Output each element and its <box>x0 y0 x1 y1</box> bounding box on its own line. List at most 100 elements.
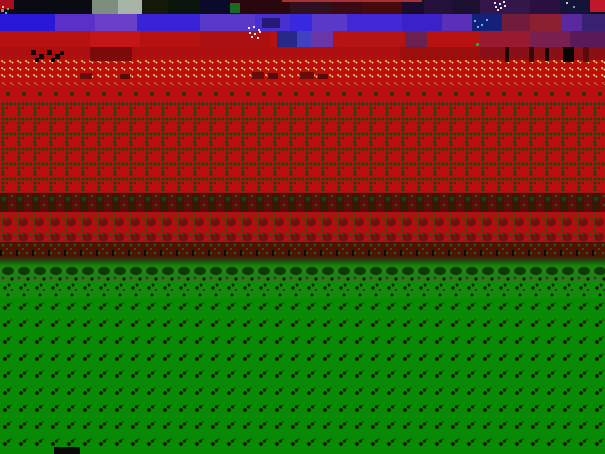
speckle <box>494 2 496 4</box>
noise-block <box>563 47 574 62</box>
speckle <box>486 19 488 21</box>
noise-block <box>340 31 402 47</box>
noise-block <box>95 14 137 31</box>
speckle <box>254 33 256 35</box>
noise-block <box>442 14 472 31</box>
speckle <box>504 5 506 7</box>
noise-block <box>54 447 80 454</box>
noise-block <box>290 0 332 14</box>
noise-block <box>402 0 424 14</box>
speckle <box>248 27 250 29</box>
noise-block <box>200 31 270 47</box>
speckle <box>2 6 4 8</box>
noise-block <box>570 31 605 47</box>
speckle <box>499 3 501 5</box>
yellow-dot-rows <box>0 59 605 80</box>
noise-block <box>362 0 402 14</box>
speckle <box>474 20 476 22</box>
speckle <box>503 1 505 3</box>
noise-block <box>80 73 92 79</box>
noise-block <box>282 0 422 2</box>
noise-block <box>347 14 402 31</box>
noise-block <box>480 0 530 14</box>
noise-block <box>90 31 140 47</box>
noise-block <box>480 31 530 47</box>
noise-block <box>590 0 605 12</box>
noise-block <box>560 0 590 14</box>
noise-block <box>505 47 509 62</box>
noise-block <box>0 14 55 31</box>
speckle <box>573 6 575 8</box>
noise-block <box>311 31 333 47</box>
noise-block <box>137 14 200 31</box>
noise-block <box>55 14 95 31</box>
noise-block <box>452 0 480 14</box>
noise-block <box>502 14 530 31</box>
noise-block <box>562 14 582 31</box>
checker-band-1 <box>0 193 605 212</box>
noise-block <box>60 51 64 55</box>
red-green-transition <box>0 256 605 266</box>
noise-block <box>529 47 534 62</box>
noise-block <box>51 58 55 62</box>
speckle <box>249 32 251 34</box>
noise-block <box>14 0 92 14</box>
noise-block <box>31 50 36 55</box>
noise-block <box>545 48 549 61</box>
noise-block <box>200 14 255 31</box>
noise-block <box>268 73 278 79</box>
noise-block <box>300 72 314 79</box>
speckle <box>477 26 479 28</box>
noise-block <box>142 0 168 14</box>
noise-block <box>55 54 60 59</box>
speckle <box>7 8 9 10</box>
speckle <box>253 26 255 28</box>
noise-block <box>200 0 230 14</box>
speckle <box>1 9 4 12</box>
noise-block <box>312 14 347 31</box>
noise-block <box>402 14 442 31</box>
speckle <box>258 29 260 31</box>
speckle <box>495 6 497 8</box>
noise-block <box>39 54 44 59</box>
speckle <box>257 37 259 39</box>
noise-block <box>230 0 290 14</box>
noise-block <box>118 0 142 14</box>
noise-block <box>405 31 427 47</box>
noise-block <box>47 50 52 55</box>
noise-block <box>530 14 562 31</box>
noise-block <box>472 14 502 31</box>
red-grid-band <box>0 212 605 242</box>
green-diagonal-field <box>0 298 605 454</box>
noise-block <box>530 31 570 47</box>
noise-block <box>476 43 479 46</box>
noise-block <box>0 0 14 9</box>
speckle <box>5 12 7 14</box>
green-blob-band <box>0 266 605 282</box>
noise-block <box>290 14 312 31</box>
noise-block <box>332 0 362 14</box>
noise-block <box>530 0 560 14</box>
noise-block <box>582 14 605 31</box>
gamma-grid <box>0 101 605 193</box>
speckle <box>259 31 261 33</box>
speckle <box>497 9 499 11</box>
noise-block <box>318 74 328 79</box>
tick-row <box>0 250 605 258</box>
noise-block <box>400 47 480 60</box>
noise-block <box>230 3 240 13</box>
noise-block <box>252 72 264 79</box>
noise-block <box>120 74 130 79</box>
noise-block <box>583 47 589 62</box>
noise-block <box>297 31 311 47</box>
noise-block <box>92 0 118 14</box>
speckle <box>481 24 483 26</box>
noise-block <box>424 0 452 14</box>
noise-block <box>35 58 39 62</box>
speckle <box>251 36 253 38</box>
orange-dot-row <box>0 80 605 88</box>
noise-block <box>90 47 132 61</box>
noise-block <box>262 18 280 28</box>
noise-block <box>168 0 200 14</box>
